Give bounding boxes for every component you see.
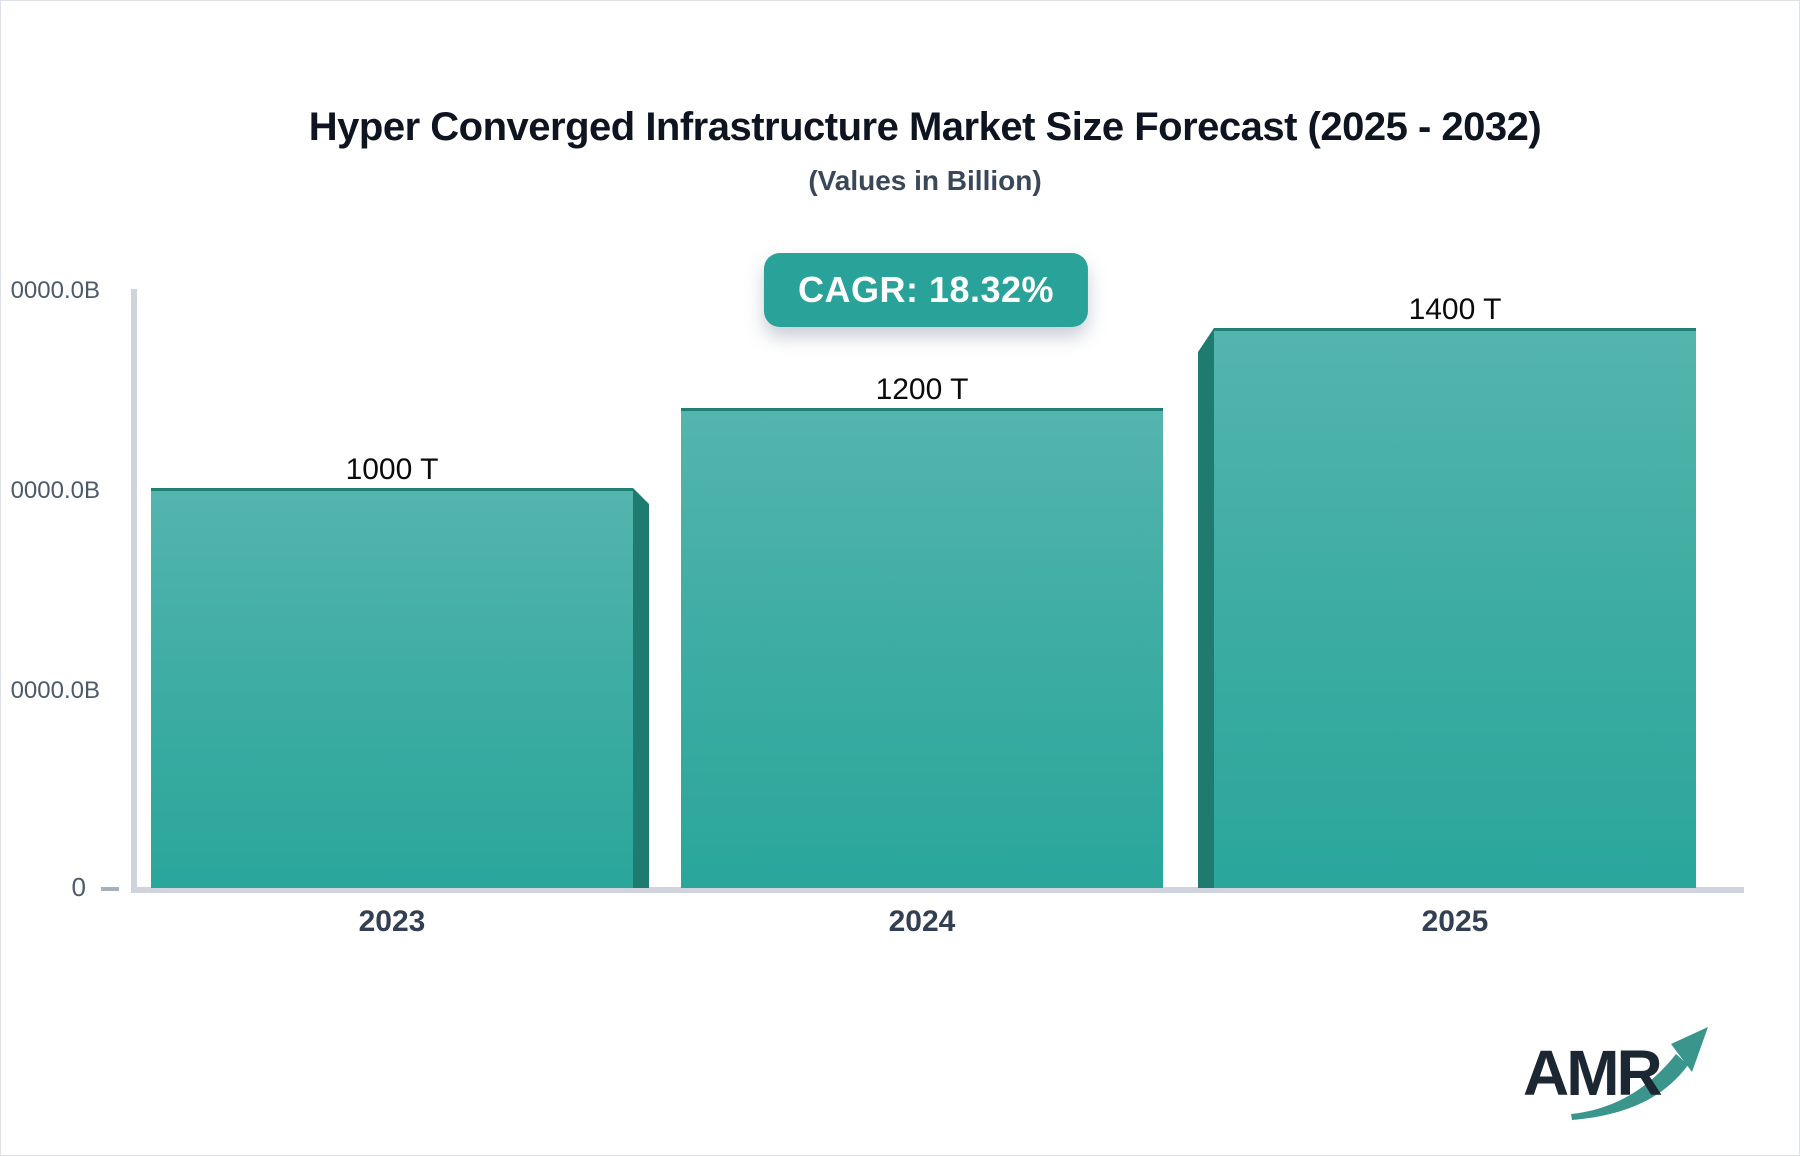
bar-value-label-2023: 1000 T	[345, 453, 439, 486]
bar-3d-side-2025	[1198, 328, 1214, 888]
bar-value-label-2025: 1400 T	[1408, 293, 1502, 326]
x-axis-line	[131, 887, 1744, 893]
growth-arrow-icon	[1571, 1027, 1708, 1120]
y-axis-tick-mark	[101, 887, 119, 891]
chart-subtitle: (Values in Billion)	[808, 165, 1042, 196]
bar-2025[interactable]	[1214, 328, 1696, 888]
y-axis-line	[131, 289, 137, 893]
amr-logo: AMR	[1523, 1027, 1708, 1120]
bar-value-label-2024: 1200 T	[875, 373, 969, 406]
cagr-badge: CAGR: 18.32%	[763, 253, 1089, 327]
bar-2023[interactable]	[151, 488, 633, 888]
bar-2024[interactable]	[681, 408, 1163, 888]
y-axis-tick-label: 0000.0B	[10, 677, 100, 704]
amr-logo-text: AMR	[1523, 1037, 1662, 1109]
y-axis-tick-label: 0	[71, 872, 86, 902]
x-axis-label-2023: 2023	[358, 905, 426, 938]
bar-3d-side-2023	[633, 488, 649, 888]
y-axis-tick-label: 0000.0B	[10, 277, 100, 304]
chart-header: Hyper Converged Infrastructure Market Si…	[51, 104, 1799, 200]
x-axis-label-2025: 2025	[1421, 905, 1489, 938]
chart-title: Hyper Converged Infrastructure Market Si…	[308, 105, 1542, 149]
x-axis-label-2024: 2024	[888, 905, 956, 938]
y-axis-tick-label: 0000.0B	[10, 477, 100, 504]
